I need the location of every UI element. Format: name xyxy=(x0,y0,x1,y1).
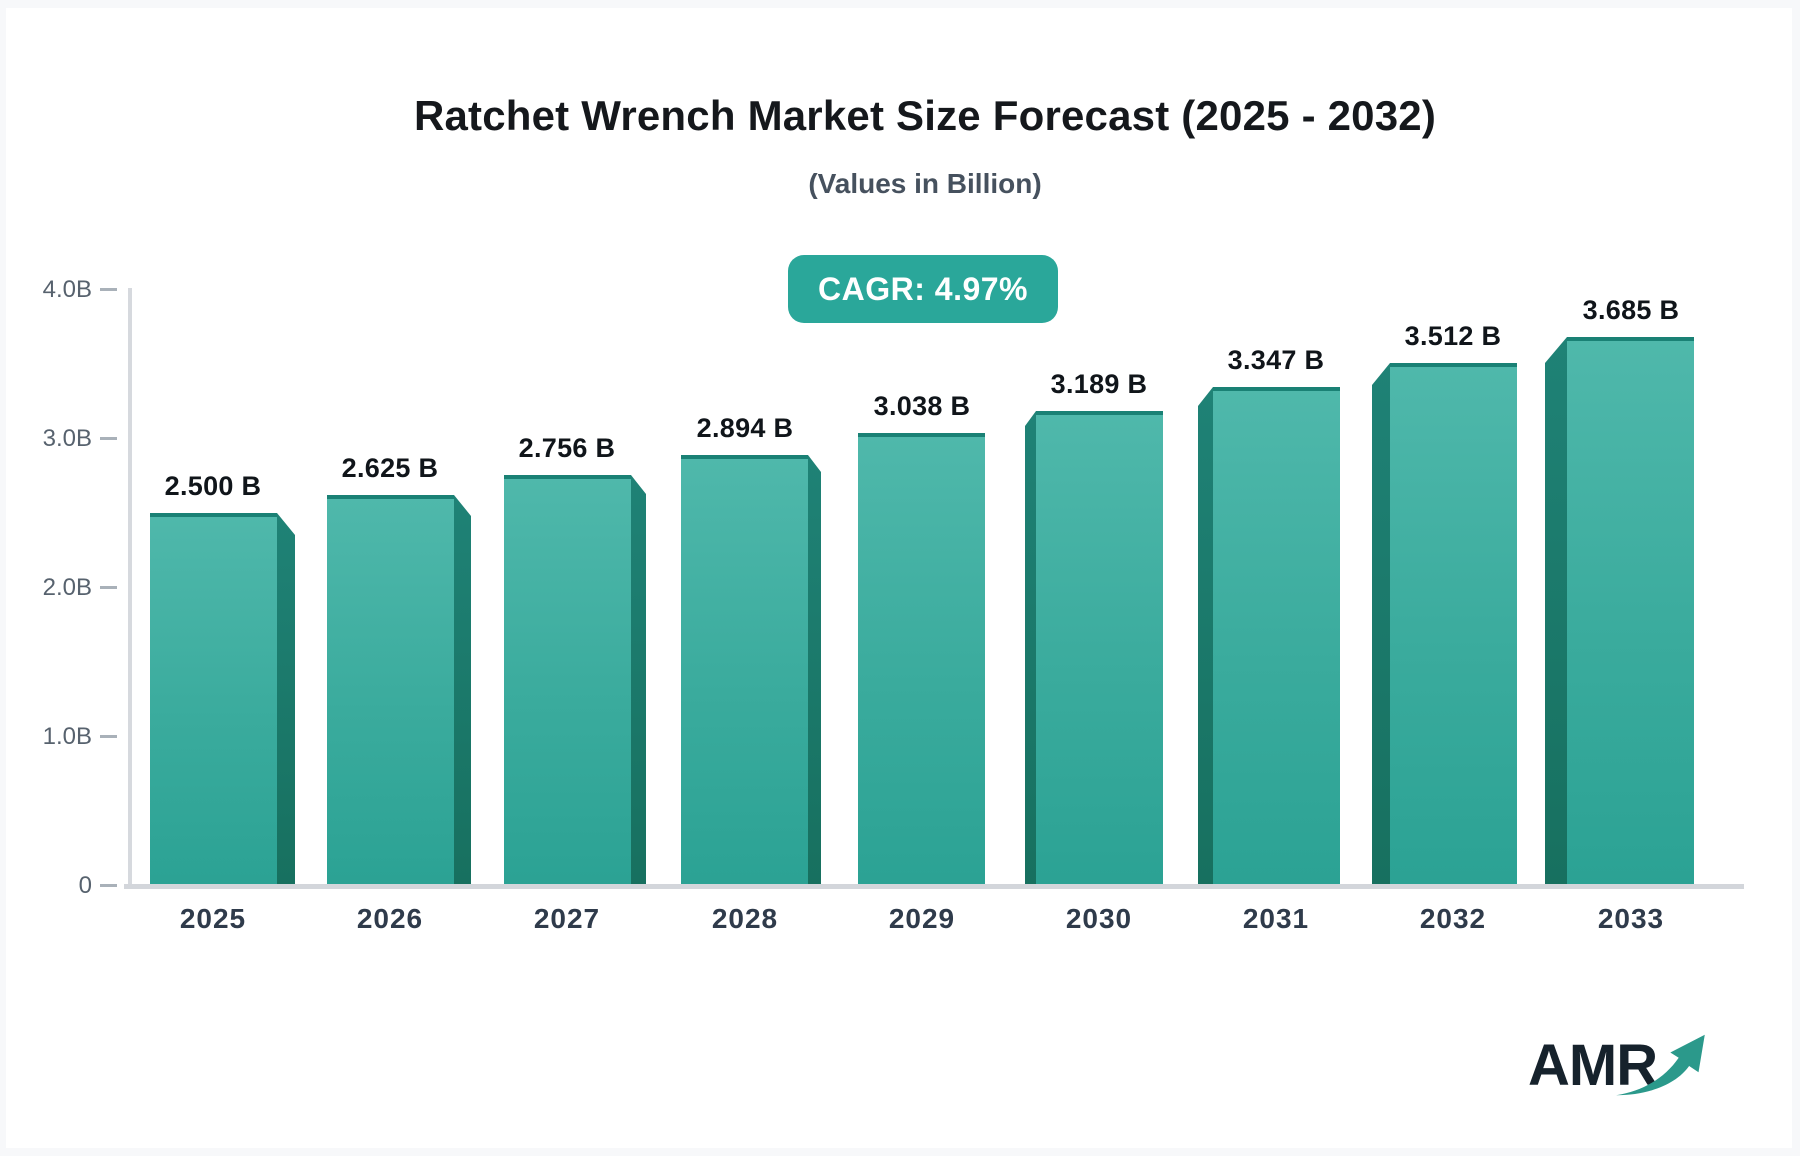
x-tick-label-2029: 2029 xyxy=(888,903,956,934)
bar-value-label-2030: 3.189 B xyxy=(1050,369,1148,399)
bar-face xyxy=(1036,411,1163,886)
x-axis-baseline xyxy=(124,884,1744,889)
bar-face xyxy=(150,513,277,886)
y-tick-label: 0 xyxy=(78,872,92,899)
chart-subtitle: (Values in Billion) xyxy=(808,168,1042,199)
bar-value-label-2028: 2.894 B xyxy=(696,413,794,443)
y-tick-label: 1.0B xyxy=(42,723,92,750)
bar-face xyxy=(504,475,631,886)
bar-face xyxy=(327,495,454,886)
bar-face xyxy=(858,433,985,886)
bar-3d-side xyxy=(1198,387,1213,886)
y-tick-dash xyxy=(100,437,117,440)
bar-2031 xyxy=(1198,387,1340,886)
bar-2030 xyxy=(1025,411,1163,886)
x-tick-label-2030: 2030 xyxy=(1065,903,1133,934)
y-axis-line xyxy=(128,288,132,886)
y-tick-dash xyxy=(100,288,117,291)
x-tick-label-2028: 2028 xyxy=(711,903,779,934)
bar-face xyxy=(1567,337,1694,886)
bar-value-label-2025: 2.500 B xyxy=(164,471,262,501)
chart-title: Ratchet Wrench Market Size Forecast (202… xyxy=(413,92,1437,139)
bar-2027 xyxy=(504,475,646,886)
bar-3d-side xyxy=(1025,411,1036,886)
x-tick-label-2031: 2031 xyxy=(1242,903,1310,934)
bar-2026 xyxy=(327,495,471,886)
bar-2028 xyxy=(681,455,821,886)
bar-3d-side xyxy=(277,513,295,886)
x-tick-label-2027: 2027 xyxy=(533,903,601,934)
bar-face xyxy=(1390,363,1517,886)
bar-value-label-2029: 3.038 B xyxy=(873,391,971,421)
x-tick-label-2025: 2025 xyxy=(179,903,247,934)
y-tick-label: 2.0B xyxy=(42,574,92,601)
bar-face xyxy=(681,455,808,886)
y-tick-dash xyxy=(100,884,117,887)
cagr-badge: CAGR: 4.97% xyxy=(788,255,1058,323)
amr-logo-text: AMR xyxy=(1528,1033,1658,1098)
bar-2033 xyxy=(1545,337,1694,886)
bar-3d-side xyxy=(454,495,471,886)
bar-2032 xyxy=(1372,363,1517,886)
bar-3d-side xyxy=(631,475,646,886)
y-tick-label: 3.0B xyxy=(42,425,92,452)
x-tick-label-2033: 2033 xyxy=(1597,903,1665,934)
bar-value-label-2032: 3.512 B xyxy=(1404,321,1502,351)
bar-value-label-2033: 3.685 B xyxy=(1582,295,1680,325)
bar-value-label-2031: 3.347 B xyxy=(1227,345,1325,375)
bar-2029 xyxy=(858,433,985,886)
bar-value-label-2026: 2.625 B xyxy=(341,453,439,483)
amr-logo: AMR xyxy=(1528,1030,1728,1110)
y-tick-dash xyxy=(100,735,117,738)
bar-value-label-2027: 2.756 B xyxy=(518,433,616,463)
y-tick-label: 4.0B xyxy=(42,276,92,303)
y-tick-dash xyxy=(100,586,117,589)
growth-arrow-icon xyxy=(1616,1034,1705,1096)
bar-face xyxy=(1213,387,1340,886)
x-tick-label-2032: 2032 xyxy=(1419,903,1487,934)
bar-3d-side xyxy=(1372,363,1390,886)
bar-3d-side xyxy=(808,455,821,886)
bar-3d-side xyxy=(1545,337,1567,886)
x-tick-label-2026: 2026 xyxy=(356,903,424,934)
bar-2025 xyxy=(150,513,295,886)
